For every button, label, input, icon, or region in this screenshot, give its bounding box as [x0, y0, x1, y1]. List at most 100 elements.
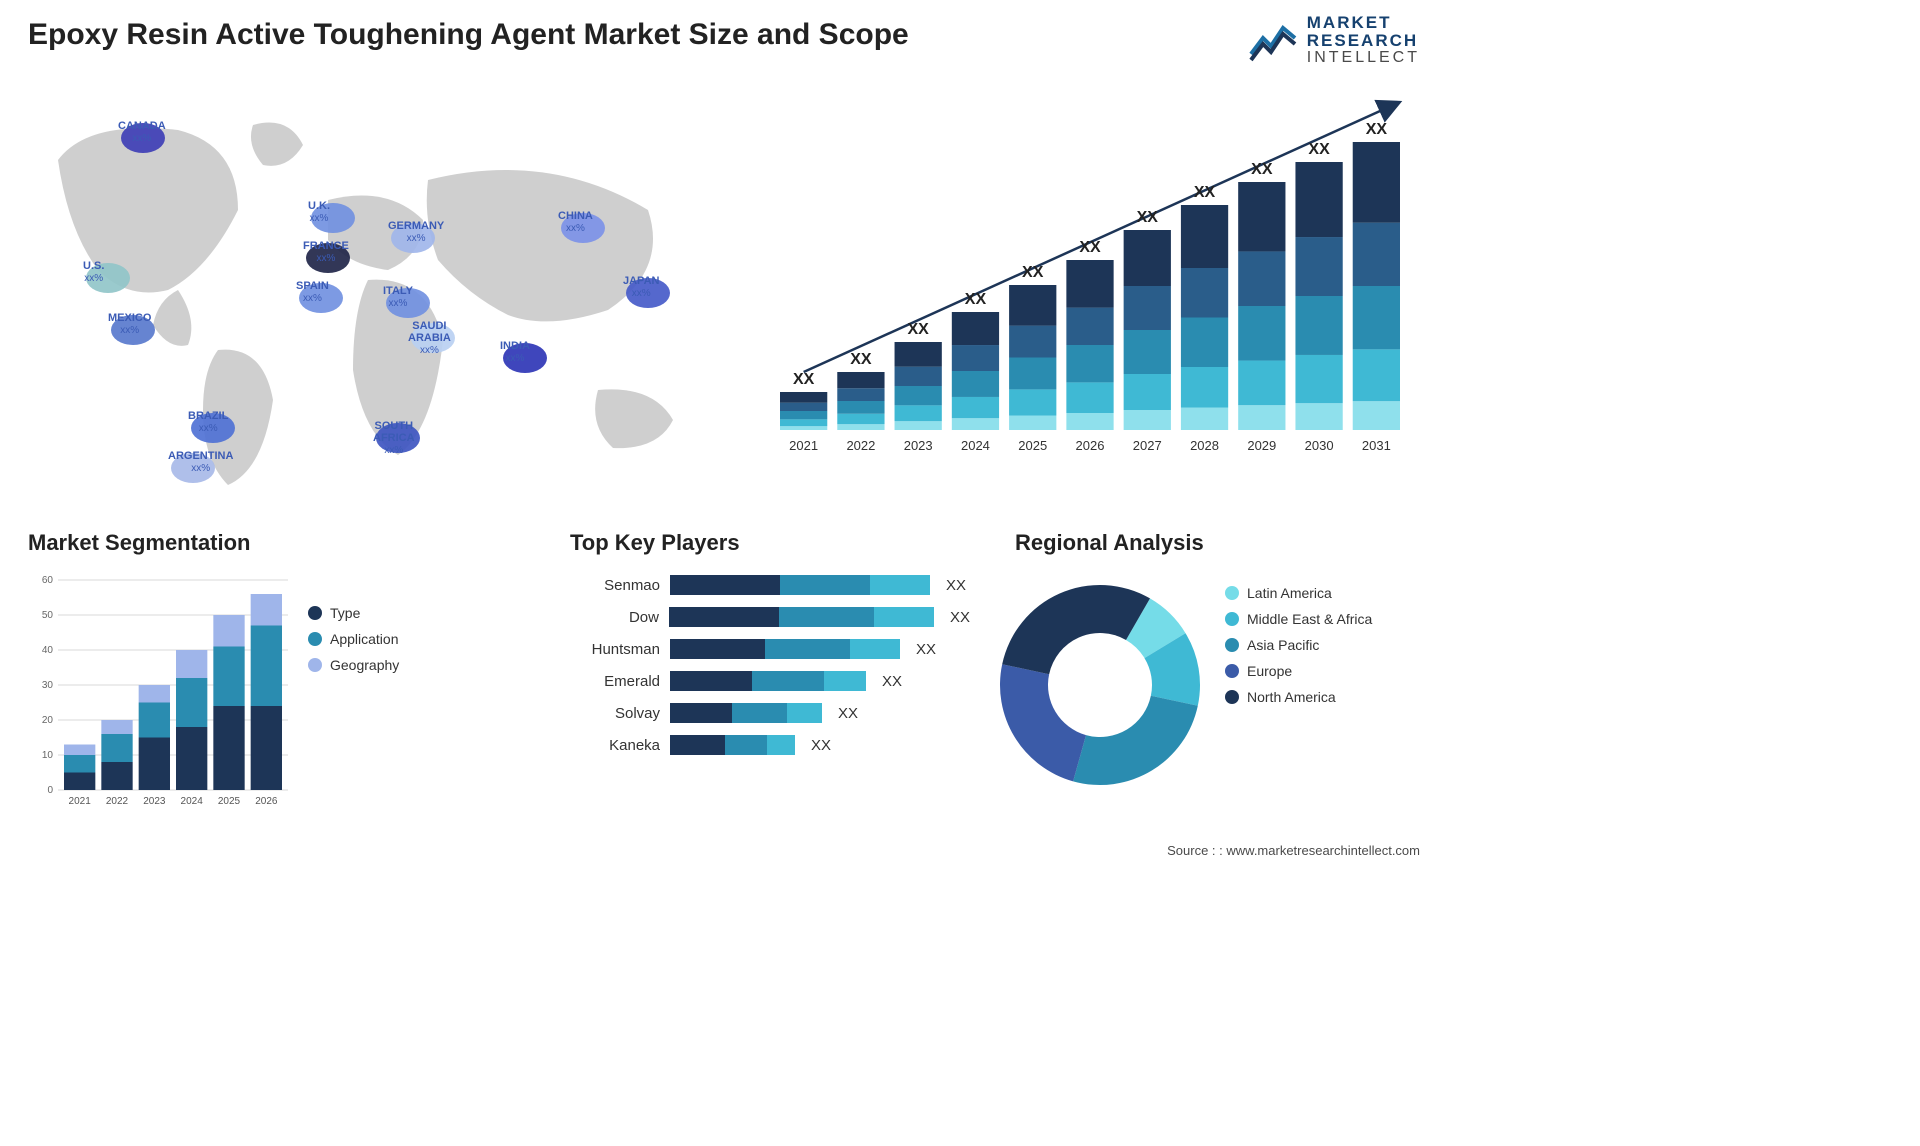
brand-logo: MARKET RESEARCH INTELLECT: [1249, 14, 1420, 66]
player-value: XX: [811, 737, 831, 754]
regional-donut: [990, 570, 1210, 790]
map-label: MEXICOxx%: [108, 312, 151, 336]
svg-text:XX: XX: [965, 291, 987, 308]
player-name: Dow: [570, 609, 659, 626]
map-label: ITALYxx%: [383, 285, 413, 309]
legend-item: Asia Pacific: [1225, 637, 1372, 653]
segmentation-title: Market Segmentation: [28, 530, 251, 556]
svg-text:XX: XX: [908, 321, 930, 338]
logo-line3: INTELLECT: [1307, 50, 1420, 67]
player-name: Emerald: [570, 673, 660, 690]
svg-text:30: 30: [42, 680, 54, 691]
player-bar: [670, 671, 866, 691]
player-name: Kaneka: [570, 737, 660, 754]
svg-text:20: 20: [42, 715, 54, 726]
logo-line1: MARKET: [1307, 14, 1420, 32]
legend-item: North America: [1225, 689, 1372, 705]
player-value: XX: [838, 705, 858, 722]
map-label: ARGENTINAxx%: [168, 450, 233, 474]
svg-text:XX: XX: [1366, 121, 1388, 138]
map-label: GERMANYxx%: [388, 220, 444, 244]
svg-text:XX: XX: [1308, 141, 1330, 158]
svg-text:XX: XX: [1251, 161, 1273, 178]
player-bar: [670, 703, 822, 723]
regional-panel: Regional Analysis Latin America Middle Ea…: [990, 530, 1420, 820]
svg-text:2024: 2024: [181, 796, 204, 807]
segmentation-legend: Type Application Geography: [308, 605, 399, 683]
players-body: Senmao XX Dow XX Huntsman XX Emerald XX Solvay XX…: [570, 575, 970, 767]
svg-text:2021: 2021: [69, 796, 92, 807]
svg-text:2028: 2028: [1190, 438, 1219, 453]
player-name: Senmao: [570, 577, 660, 594]
svg-text:XX: XX: [850, 351, 872, 368]
svg-text:2029: 2029: [1247, 438, 1276, 453]
map-label: CHINAxx%: [558, 210, 593, 234]
map-label: INDIAxx%: [500, 340, 530, 364]
player-bar: [670, 735, 795, 755]
player-row: Solvay XX: [570, 703, 970, 723]
player-value: XX: [882, 673, 902, 690]
svg-text:2027: 2027: [1133, 438, 1162, 453]
svg-text:40: 40: [42, 645, 54, 656]
player-value: XX: [946, 577, 966, 594]
forecast-chart: XX 2021 XX 2022 XX 2023 XX 2024 XX 2025 XX 2026 XX 20…: [770, 90, 1410, 470]
map-label: FRANCExx%: [303, 240, 349, 264]
svg-text:0: 0: [47, 785, 53, 796]
logo-icon: [1249, 16, 1297, 64]
page-title: Epoxy Resin Active Toughening Agent Mark…: [28, 18, 909, 52]
svg-text:2024: 2024: [961, 438, 990, 453]
svg-text:2021: 2021: [789, 438, 818, 453]
regional-legend: Latin America Middle East & Africa Asia Pa…: [1225, 585, 1372, 715]
map-label: BRAZILxx%: [188, 410, 228, 434]
map-label: SAUDIARABIAxx%: [408, 320, 451, 356]
player-name: Solvay: [570, 705, 660, 722]
svg-text:2023: 2023: [143, 796, 166, 807]
svg-text:2025: 2025: [218, 796, 241, 807]
player-bar: [669, 607, 934, 627]
segmentation-panel: Market Segmentation 0 10 20 30 40 50 60 2021 202…: [28, 530, 548, 820]
player-value: XX: [916, 641, 936, 658]
svg-text:2026: 2026: [1076, 438, 1105, 453]
svg-text:XX: XX: [793, 371, 815, 388]
player-row: Dow XX: [570, 607, 970, 627]
svg-text:60: 60: [42, 575, 54, 586]
legend-item: Europe: [1225, 663, 1372, 679]
map-label: SOUTHAFRICAxx%: [373, 420, 415, 456]
map-label: JAPANxx%: [623, 275, 659, 299]
world-map: CANADAxx% U.S.xx% MEXICOxx% BRAZILxx% ARGENT…: [28, 90, 728, 490]
legend-item: Application: [308, 631, 399, 647]
svg-text:2026: 2026: [255, 796, 278, 807]
svg-text:10: 10: [42, 750, 54, 761]
svg-text:2023: 2023: [904, 438, 933, 453]
segmentation-svg: 0 10 20 30 40 50 60 2021 2022 2023 2024 2025 2026: [28, 565, 298, 815]
player-row: Kaneka XX: [570, 735, 970, 755]
svg-text:2030: 2030: [1305, 438, 1334, 453]
svg-text:2031: 2031: [1362, 438, 1391, 453]
svg-text:50: 50: [42, 610, 54, 621]
player-name: Huntsman: [570, 641, 660, 658]
players-panel: Top Key Players SenmaoXXDowXXHuntsmanXXE…: [570, 530, 970, 820]
map-label: U.K.xx%: [308, 200, 330, 224]
legend-item: Middle East & Africa: [1225, 611, 1372, 627]
map-label: SPAINxx%: [296, 280, 329, 304]
svg-text:2025: 2025: [1018, 438, 1047, 453]
players-title: Top Key Players: [570, 530, 740, 556]
svg-text:2022: 2022: [846, 438, 875, 453]
svg-text:XX: XX: [1194, 184, 1216, 201]
player-row: Senmao XX: [570, 575, 970, 595]
source-label: Source : : www.marketresearchintellect.c…: [1167, 843, 1420, 858]
legend-item: Latin America: [1225, 585, 1372, 601]
player-bar: [670, 575, 930, 595]
svg-text:XX: XX: [1079, 239, 1101, 256]
svg-text:2022: 2022: [106, 796, 129, 807]
player-row: Emerald XX: [570, 671, 970, 691]
regional-title: Regional Analysis: [1015, 530, 1204, 556]
svg-text:XX: XX: [1022, 264, 1044, 281]
legend-item: Geography: [308, 657, 399, 673]
forecast-svg: XX 2021 XX 2022 XX 2023 XX 2024 XX 2025 XX 2026 XX 20…: [770, 90, 1410, 470]
legend-item: Type: [308, 605, 399, 621]
map-label: U.S.xx%: [83, 260, 104, 284]
player-bar: [670, 639, 900, 659]
player-value: XX: [950, 609, 970, 626]
map-label: CANADAxx%: [118, 120, 166, 144]
